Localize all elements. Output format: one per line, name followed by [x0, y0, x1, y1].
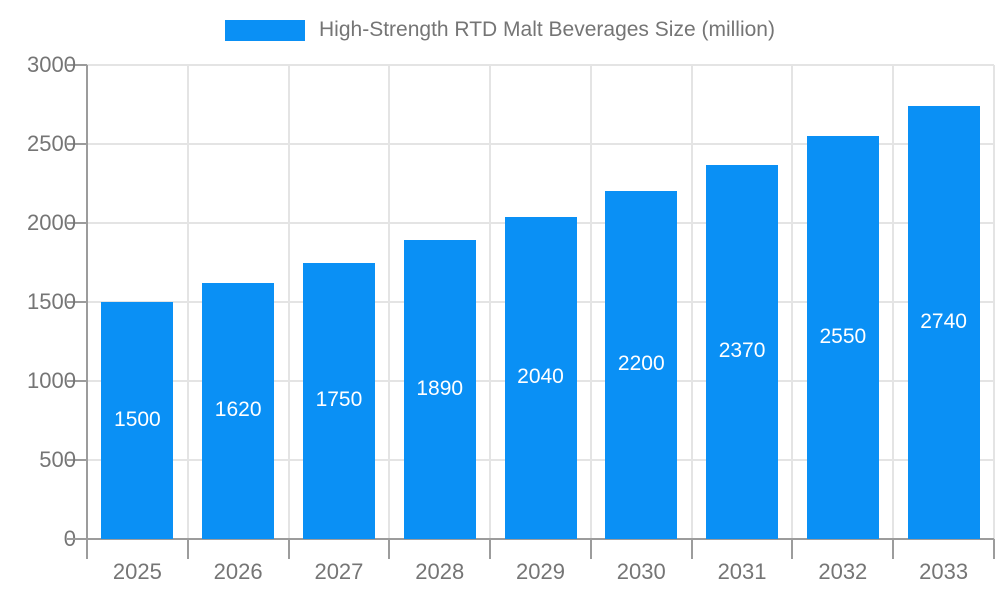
gridline-vertical	[287, 65, 290, 539]
x-axis-tick	[287, 539, 290, 559]
gridline-vertical	[892, 65, 895, 539]
bar-value-label: 2370	[718, 338, 766, 362]
bar-value-label: 1620	[214, 398, 262, 422]
y-axis-tick-label: 3000	[27, 52, 76, 77]
x-axis-tick	[489, 539, 492, 559]
gridline-vertical	[791, 65, 794, 539]
x-axis-tick-label: 2033	[919, 559, 969, 584]
x-axis-tick-label: 2025	[112, 559, 162, 584]
x-axis-tick-label: 2027	[314, 559, 364, 584]
gridline-horizontal	[87, 64, 994, 66]
bar-value-label: 1750	[315, 387, 363, 411]
gridline-vertical	[489, 65, 492, 539]
x-axis-tick	[388, 539, 391, 559]
x-axis-line	[67, 538, 994, 540]
bar-value-label: 1500	[114, 407, 161, 431]
y-axis-tick-label: 1000	[27, 368, 76, 393]
y-axis-tick-label: 2000	[27, 210, 76, 235]
x-axis-tick	[892, 539, 895, 559]
x-axis-tick	[993, 539, 995, 559]
x-axis-tick	[791, 539, 794, 559]
y-axis-tick-label: 500	[39, 447, 76, 472]
bar-value-label: 1890	[416, 376, 464, 400]
x-axis-tick	[690, 539, 693, 559]
bar[interactable]	[504, 216, 577, 539]
y-axis-tick	[67, 222, 87, 224]
x-axis-tick-label: 2029	[516, 559, 565, 584]
bar[interactable]	[907, 106, 980, 539]
legend-swatch	[225, 19, 306, 41]
x-axis-tick-label: 2031	[717, 559, 767, 584]
gridline-vertical	[186, 65, 189, 539]
x-axis-tick-label: 2030	[616, 559, 666, 584]
bar-value-label: 2550	[819, 324, 867, 348]
x-axis-tick-label: 2028	[415, 559, 465, 584]
gridline-vertical	[993, 65, 995, 539]
y-axis-tick	[67, 301, 87, 303]
y-axis-tick-label: 0	[63, 526, 76, 551]
y-axis-tick-label: 1500	[27, 289, 76, 314]
y-axis-tick	[67, 380, 87, 382]
bar-value-label: 2740	[920, 309, 967, 333]
bar[interactable]	[806, 136, 879, 539]
y-axis-tick	[67, 143, 87, 145]
legend-item[interactable]: High-Strength RTD Malt Beverages Size (m…	[0, 18, 1000, 42]
bar[interactable]	[605, 191, 678, 539]
y-axis-tick-label: 2500	[27, 131, 76, 156]
bar-value-label: 2200	[617, 352, 665, 376]
bar[interactable]	[101, 302, 174, 539]
y-axis-tick	[67, 459, 87, 461]
gridline-vertical	[388, 65, 391, 539]
gridline-vertical	[690, 65, 693, 539]
x-axis-tick-label: 2026	[213, 559, 263, 584]
x-axis-tick	[589, 539, 592, 559]
bar-value-label: 2040	[517, 364, 564, 388]
gridline-horizontal	[87, 143, 994, 145]
bar[interactable]	[202, 283, 275, 539]
bar[interactable]	[302, 262, 375, 539]
gridline-vertical	[589, 65, 592, 539]
y-axis-line	[86, 65, 88, 559]
x-axis-tick-label: 2032	[818, 559, 868, 584]
x-axis-tick	[186, 539, 189, 559]
legend-label: High-Strength RTD Malt Beverages Size (m…	[319, 18, 775, 41]
bar[interactable]	[403, 240, 476, 539]
y-axis-tick	[67, 64, 87, 66]
bar[interactable]	[706, 164, 779, 539]
